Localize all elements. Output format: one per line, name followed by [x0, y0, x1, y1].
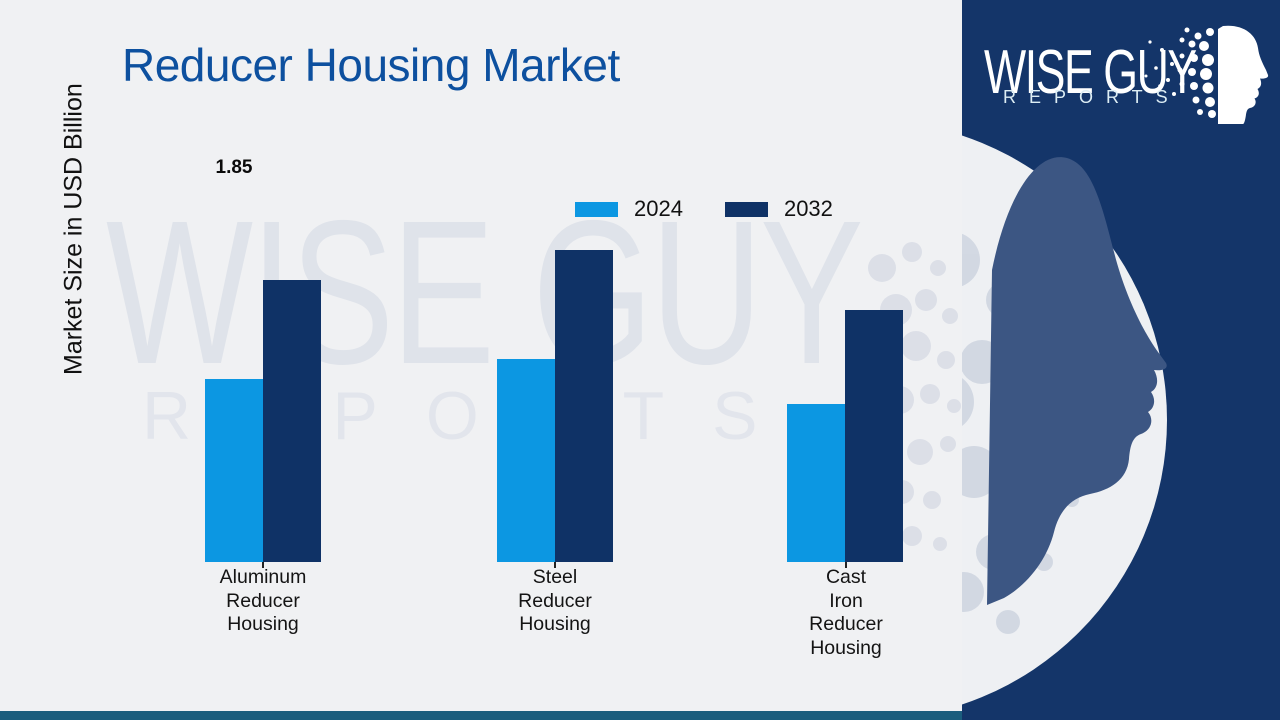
brand-panel-art	[962, 135, 1167, 705]
watermark-brand-text: WISE GUY	[106, 178, 864, 407]
category-label-aluminum: Aluminum Reducer Housing	[219, 566, 307, 635]
bar-steel-2032	[555, 250, 613, 562]
bar-cast-iron-2032	[845, 310, 903, 562]
legend-swatch-2032	[724, 201, 768, 217]
brand-panel: WISE GUY REPORTS	[962, 0, 1280, 720]
legend-swatch-2024	[575, 201, 618, 217]
x-tick-steel	[554, 562, 556, 568]
bar-steel-2024	[497, 359, 555, 562]
panel-face-silhouette	[987, 157, 1167, 605]
legend-label-2024: 2024	[634, 196, 683, 221]
value-label-aluminum-2024: 1.85	[215, 157, 253, 178]
bar-cast-iron-2024	[787, 404, 845, 562]
legend: 2024 2032	[575, 196, 833, 222]
bottom-accent-bar	[0, 711, 962, 720]
brand-logo-name: WISE GUY	[984, 38, 1197, 107]
x-tick-aluminum	[262, 562, 264, 568]
page-title: Reducer Housing Market	[122, 39, 620, 91]
category-label-steel: Steel Reducer Housing	[518, 566, 592, 635]
x-tick-cast-iron	[845, 562, 847, 568]
legend-label-2032: 2032	[783, 196, 833, 221]
category-label-cast-iron: Cast Iron Reducer Housing	[809, 566, 883, 659]
brand-logo-face-icon	[1144, 25, 1269, 124]
brand-logo-reports: REPORTS	[1003, 87, 1181, 107]
bar-aluminum-2024	[205, 379, 263, 562]
bar-aluminum-2032	[263, 280, 321, 562]
